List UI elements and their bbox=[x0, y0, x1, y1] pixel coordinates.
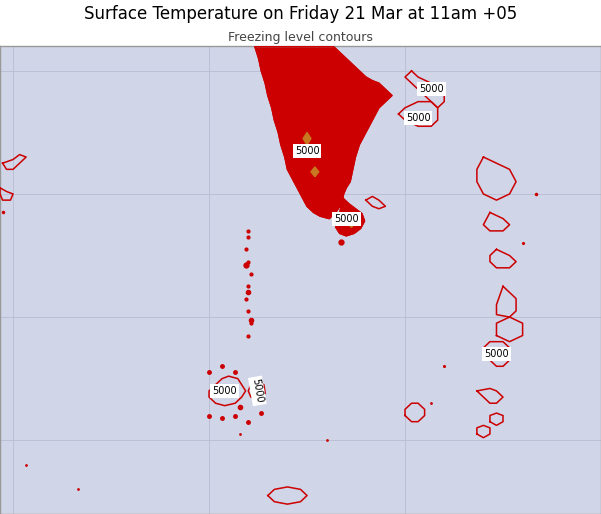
Polygon shape bbox=[311, 167, 319, 177]
Text: Surface Temperature on Friday 21 Mar at 11am +05: Surface Temperature on Friday 21 Mar at … bbox=[84, 5, 517, 23]
Text: Freezing level contours: Freezing level contours bbox=[228, 31, 373, 44]
Polygon shape bbox=[303, 133, 311, 145]
Text: 5000: 5000 bbox=[251, 378, 264, 404]
Text: 5000: 5000 bbox=[484, 349, 509, 359]
Text: 5000: 5000 bbox=[419, 84, 444, 95]
Polygon shape bbox=[255, 46, 392, 218]
Polygon shape bbox=[349, 222, 354, 227]
Text: 5000: 5000 bbox=[212, 386, 237, 396]
Text: 5000: 5000 bbox=[406, 113, 430, 123]
Polygon shape bbox=[336, 196, 365, 236]
Text: 5000: 5000 bbox=[294, 146, 319, 156]
Text: 5000: 5000 bbox=[334, 214, 359, 224]
